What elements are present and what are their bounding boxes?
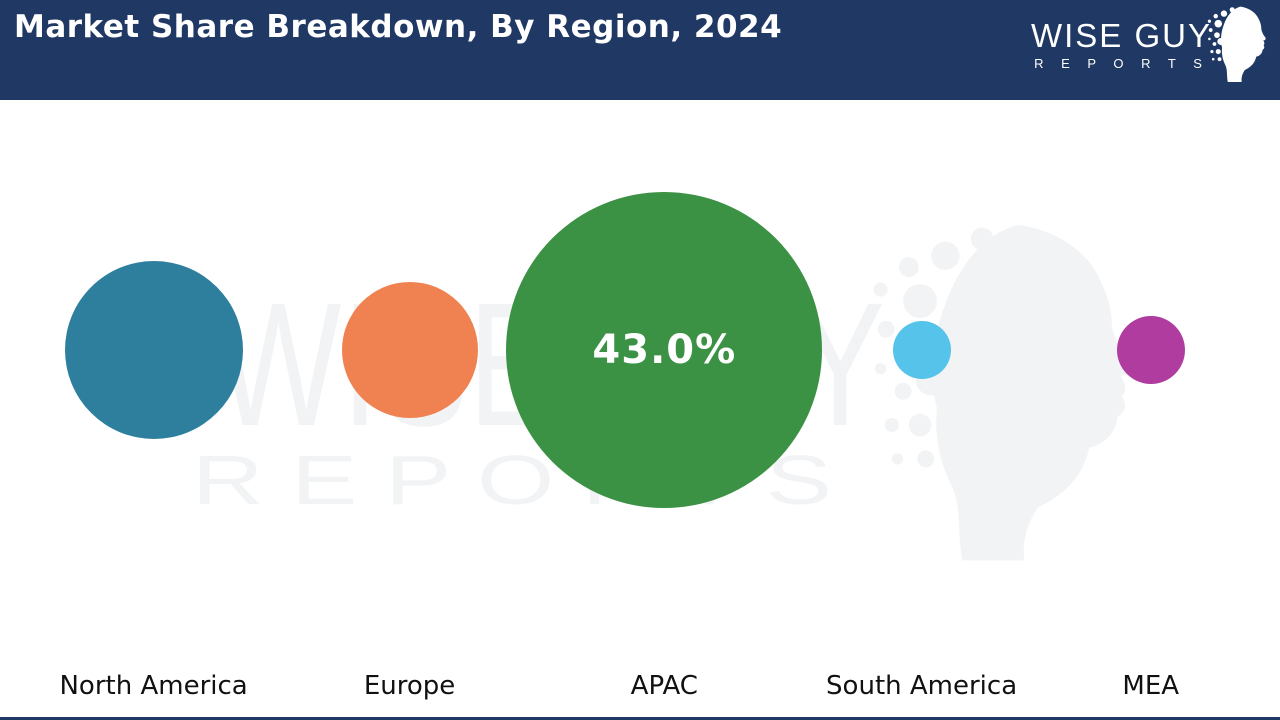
bubble-europe (341, 282, 478, 418)
logo-head-icon (1207, 6, 1266, 82)
bubble-south-america (892, 321, 951, 379)
category-label-north-america: North America (59, 671, 248, 701)
bottom-border (0, 717, 1280, 720)
logo-wordmark-line1: WISE GUY (1030, 17, 1212, 55)
bubble-mea (1116, 316, 1185, 384)
category-label-mea: MEA (1122, 671, 1180, 701)
category-label-south-america: South America (826, 671, 1018, 701)
bubble-chart: WISE GUY R E P O R T S 43.0% North Ameri… (0, 100, 1280, 717)
category-label-apac: APAC (630, 671, 698, 701)
bubble-north-america (64, 261, 243, 439)
header: Market Share Breakdown, By Region, 2024 … (0, 0, 1280, 100)
bubble-chart-canvas: 43.0% (0, 100, 1280, 717)
bubble-value-label: 43.0% (592, 327, 737, 373)
bubble-apac: 43.0% (506, 192, 823, 508)
logo-wordmark-line2: R E P O R T S (1034, 55, 1209, 71)
logo-wordmark: WISE GUY R E P O R T S (1031, 17, 1212, 71)
category-label-europe: Europe (363, 671, 456, 701)
wise-guy-logo: WISE GUY R E P O R T S (1031, 6, 1268, 82)
page-title: Market Share Breakdown, By Region, 2024 (14, 9, 783, 45)
category-labels: North America Europe APAC South America MEA (0, 100, 1280, 717)
